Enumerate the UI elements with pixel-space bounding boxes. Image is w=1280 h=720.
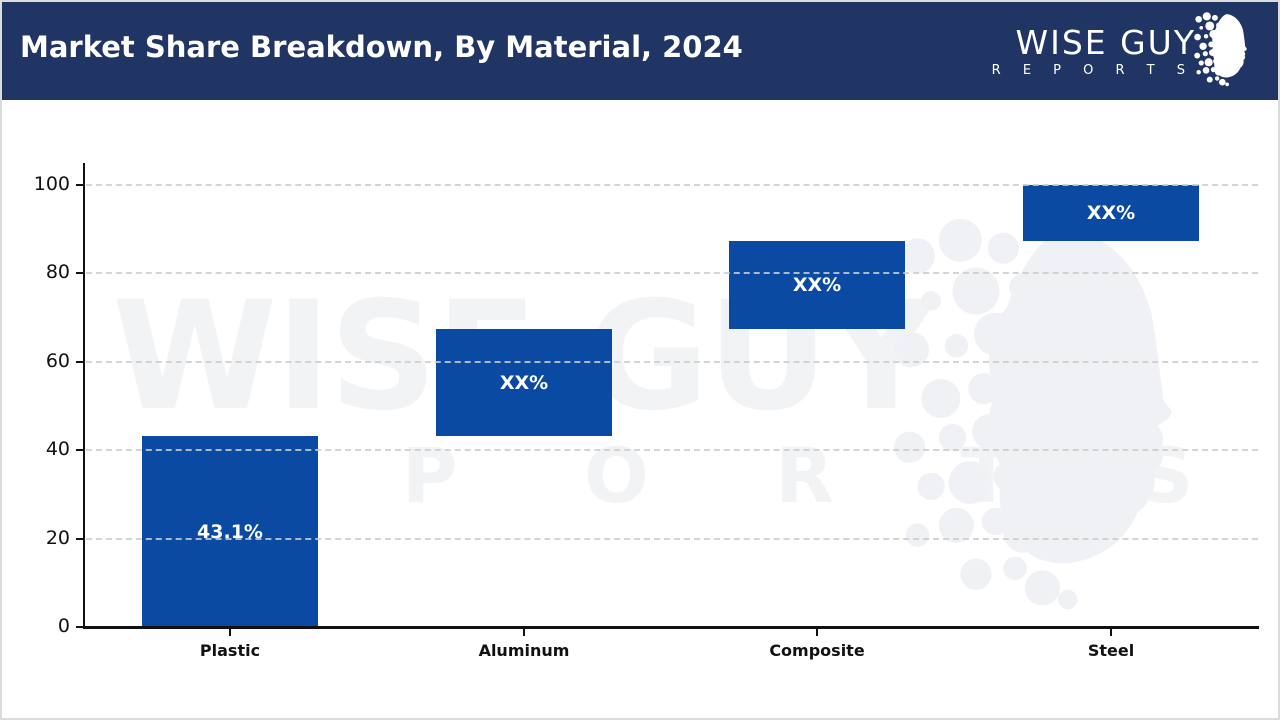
y-tick-label: 80 <box>45 261 70 283</box>
x-tick-aluminum <box>523 628 525 636</box>
bar-value-label: 43.1% <box>197 520 263 543</box>
bar-steel: XX% <box>1023 184 1199 241</box>
gridline-60 <box>86 360 1258 363</box>
chart-plot-area: 0 20 40 60 80 100 43.1% Plastic XX% Aluminum XX% Co… <box>0 100 1280 720</box>
x-axis-line <box>83 626 1259 629</box>
gridline-80 <box>86 272 1258 274</box>
y-tick-label: 20 <box>45 526 70 549</box>
logo-subtitle: R E P O R T S <box>991 62 1194 78</box>
logo-wordmark: WISE GUY <box>1015 23 1196 63</box>
y-tick-100 <box>76 183 84 186</box>
bar-aluminum: XX% <box>436 328 612 437</box>
y-tick-80 <box>76 272 84 274</box>
x-tick-steel <box>1110 628 1112 636</box>
y-tick-0 <box>76 626 84 628</box>
y-axis-line <box>83 163 85 629</box>
page-title: Market Share Breakdown, By Material, 202… <box>20 30 743 64</box>
y-tick-40 <box>76 449 84 451</box>
x-tick-label-composite: Composite <box>769 641 865 660</box>
y-tick-label: 100 <box>33 172 70 195</box>
y-tick-label: 60 <box>45 349 70 372</box>
bar-composite: XX% <box>729 240 905 329</box>
bar-value-label: XX% <box>499 371 549 394</box>
x-tick-label-plastic: Plastic <box>199 641 261 660</box>
y-tick-60 <box>76 360 84 363</box>
x-tick-label-aluminum: Aluminum <box>478 641 570 660</box>
dotted-head-profile-icon <box>1194 12 1247 87</box>
wise-guy-reports-logo: WISE GUY R E P O R T S <box>992 8 1266 92</box>
x-tick-label-steel: Steel <box>1087 641 1135 660</box>
bar-plastic: 43.1% <box>142 436 318 627</box>
x-tick-composite <box>816 628 818 636</box>
y-tick-label: 40 <box>45 438 70 460</box>
logo-text: WISE GUY R E P O R T S <box>992 26 1196 78</box>
header-bar: Market Share Breakdown, By Material, 202… <box>0 0 1280 100</box>
x-tick-plastic <box>229 628 231 636</box>
y-tick-20 <box>76 537 84 540</box>
bar-value-label: XX% <box>1086 201 1136 224</box>
bar-value-label: XX% <box>792 273 842 296</box>
y-tick-label: 0 <box>57 615 70 637</box>
